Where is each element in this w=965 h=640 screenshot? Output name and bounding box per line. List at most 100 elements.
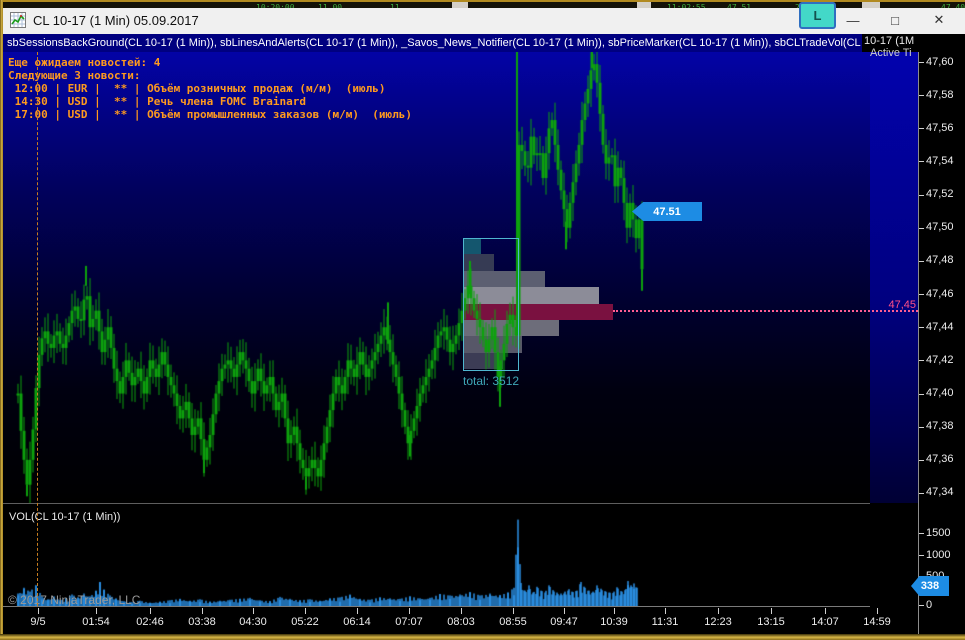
candlestick-canvas[interactable]	[3, 52, 870, 503]
indicator-list-bar[interactable]: sbSessionsBackGround(CL 10-17 (1 Min)), …	[3, 34, 862, 52]
time-axis-tick	[202, 608, 203, 614]
news-line: 14:30 | USD | ** | Речь члена FOMC Brain…	[8, 95, 307, 108]
price-axis-label: 47,50	[926, 221, 954, 234]
time-axis-tick	[150, 608, 151, 614]
volume-axis-label: 1000	[926, 548, 951, 561]
time-axis-label: 09:47	[550, 616, 578, 628]
background-quote-text: 11	[390, 3, 400, 12]
time-axis-label: 14:59	[863, 616, 891, 628]
close-button[interactable]: ✕	[933, 12, 945, 27]
window-title: CL 10-17 (1 Min) 05.09.2017	[33, 13, 199, 28]
price-axis-label: 47,34	[926, 486, 954, 499]
current-volume-marker: 338	[911, 576, 949, 596]
time-axis-tick	[718, 608, 719, 614]
price-axis-tick	[918, 62, 924, 63]
time-axis-label: 07:07	[395, 616, 423, 628]
time-axis-label: 14:07	[811, 616, 839, 628]
minimize-button[interactable]: —	[846, 12, 860, 28]
time-axis-label: 02:46	[136, 616, 164, 628]
volume-axis-label: 0	[926, 598, 933, 611]
time-axis-tick	[665, 608, 666, 614]
axis-separator-line	[918, 52, 919, 634]
time-axis[interactable]: 9/5 01:54 02:46 03:38 04:30 05:22 06:14 07:07 08…	[3, 607, 918, 634]
price-axis-tick	[918, 294, 924, 296]
time-axis-tick	[564, 608, 565, 614]
price-axis-tick	[918, 95, 924, 97]
alert-price-line	[613, 310, 918, 312]
price-axis-tick	[918, 327, 924, 329]
time-axis-label: 05:22	[291, 616, 319, 628]
session-break-line	[37, 52, 38, 606]
window-frame-left	[0, 0, 3, 640]
maximize-button[interactable]: □	[891, 12, 899, 28]
volume-profile-box	[463, 238, 519, 371]
volume-axis-tick	[918, 555, 924, 556]
background-quote-text: 11:02:55	[667, 3, 706, 12]
current-price-marker: 47.51	[632, 202, 702, 221]
time-axis-label: 08:03	[447, 616, 475, 628]
time-axis-label: 08:55	[499, 616, 527, 628]
news-line: 12:00 | EUR | ** | Объём розничных прода…	[8, 82, 386, 95]
time-axis-tick	[357, 608, 358, 614]
volume-canvas[interactable]	[3, 504, 870, 606]
time-axis-label: 06:14	[343, 616, 371, 628]
background-quote-text: 47,40	[941, 3, 965, 12]
time-axis-tick	[305, 608, 306, 614]
alert-price-label: 47,45	[888, 299, 916, 311]
volume-indicator-label: VOL(CL 10-17 (1 Min))	[9, 511, 121, 523]
time-axis-label: 10:39	[600, 616, 628, 628]
news-notifier-panel: Еще ожидаем новостей: 4 Следующие 3 новос…	[8, 56, 412, 121]
price-axis-tick	[918, 360, 924, 362]
price-axis-label: 47,38	[926, 420, 954, 433]
indicator-overflow-line1: 10-17 (1M	[864, 35, 915, 47]
news-line: Еще ожидаем новостей: 4	[8, 56, 161, 69]
background-window-strip: 10:20:00 11,00 11 11:02:55 47,51 2 47,40	[0, 0, 965, 12]
price-axis-tick	[918, 393, 924, 395]
session-background-band	[870, 52, 918, 503]
volume-axis-tick	[918, 605, 924, 606]
time-axis-tick	[825, 608, 826, 614]
time-axis-tick	[96, 608, 97, 614]
price-axis-label: 47,48	[926, 254, 954, 267]
time-axis-label: 11:31	[651, 616, 679, 628]
price-axis-label: 47,60	[926, 55, 954, 68]
background-quote-text: 11,00	[318, 3, 342, 12]
price-axis-tick	[918, 161, 924, 163]
data-feed-watermark: Active Ti	[870, 47, 912, 59]
time-axis-tick	[409, 608, 410, 614]
price-axis-label: 47,54	[926, 154, 954, 167]
volume-axis-label: 1500	[926, 526, 951, 539]
background-column-separator	[862, 2, 880, 10]
background-quote-text: 10:20:00	[256, 3, 295, 12]
time-axis-label: 12:23	[704, 616, 732, 628]
price-axis-label: 47,56	[926, 121, 954, 134]
time-axis-tick	[253, 608, 254, 614]
price-axis[interactable]: 47,60 47,58 47,56 47,54 47,52 47,50 47,48 47,46…	[918, 34, 965, 634]
price-axis-label: 47,52	[926, 188, 954, 201]
copyright-text: © 2017 NinjaTrader, LLC	[8, 593, 141, 607]
price-axis-tick	[918, 426, 924, 428]
background-quote-text: 47,51	[727, 3, 751, 12]
volume-panel[interactable]: VOL(CL 10-17 (1 Min)) © 2017 NinjaTrader…	[3, 503, 870, 607]
time-axis-tick	[461, 608, 462, 614]
volume-profile-total: total: 3512	[463, 374, 520, 388]
price-axis-label: 47,40	[926, 387, 954, 399]
window-frame-bottom	[0, 634, 965, 640]
time-axis-label: 13:15	[757, 616, 785, 628]
price-axis-label: 47,36	[926, 453, 954, 466]
instrument-link-button[interactable]: L	[799, 2, 836, 29]
indicator-list-overflow: 10-17 (1M Active Ti	[864, 35, 940, 59]
time-axis-tick	[513, 608, 514, 614]
price-axis-label: 47,42	[926, 353, 954, 366]
time-axis-tick	[877, 608, 878, 614]
price-axis-tick	[918, 492, 924, 494]
chart-window-icon	[10, 12, 26, 28]
price-axis-label: 47,44	[926, 320, 954, 333]
news-line: 17:00 | USD | ** | Объём промышленных за…	[8, 108, 412, 121]
background-column-separator	[452, 2, 468, 10]
price-axis-tick	[918, 227, 924, 229]
time-axis-label: 03:38	[188, 616, 216, 628]
time-axis-tick	[771, 608, 772, 614]
price-chart-area[interactable]: total: 3512 Еще ожидаем новостей: 4 Следу…	[3, 52, 870, 503]
